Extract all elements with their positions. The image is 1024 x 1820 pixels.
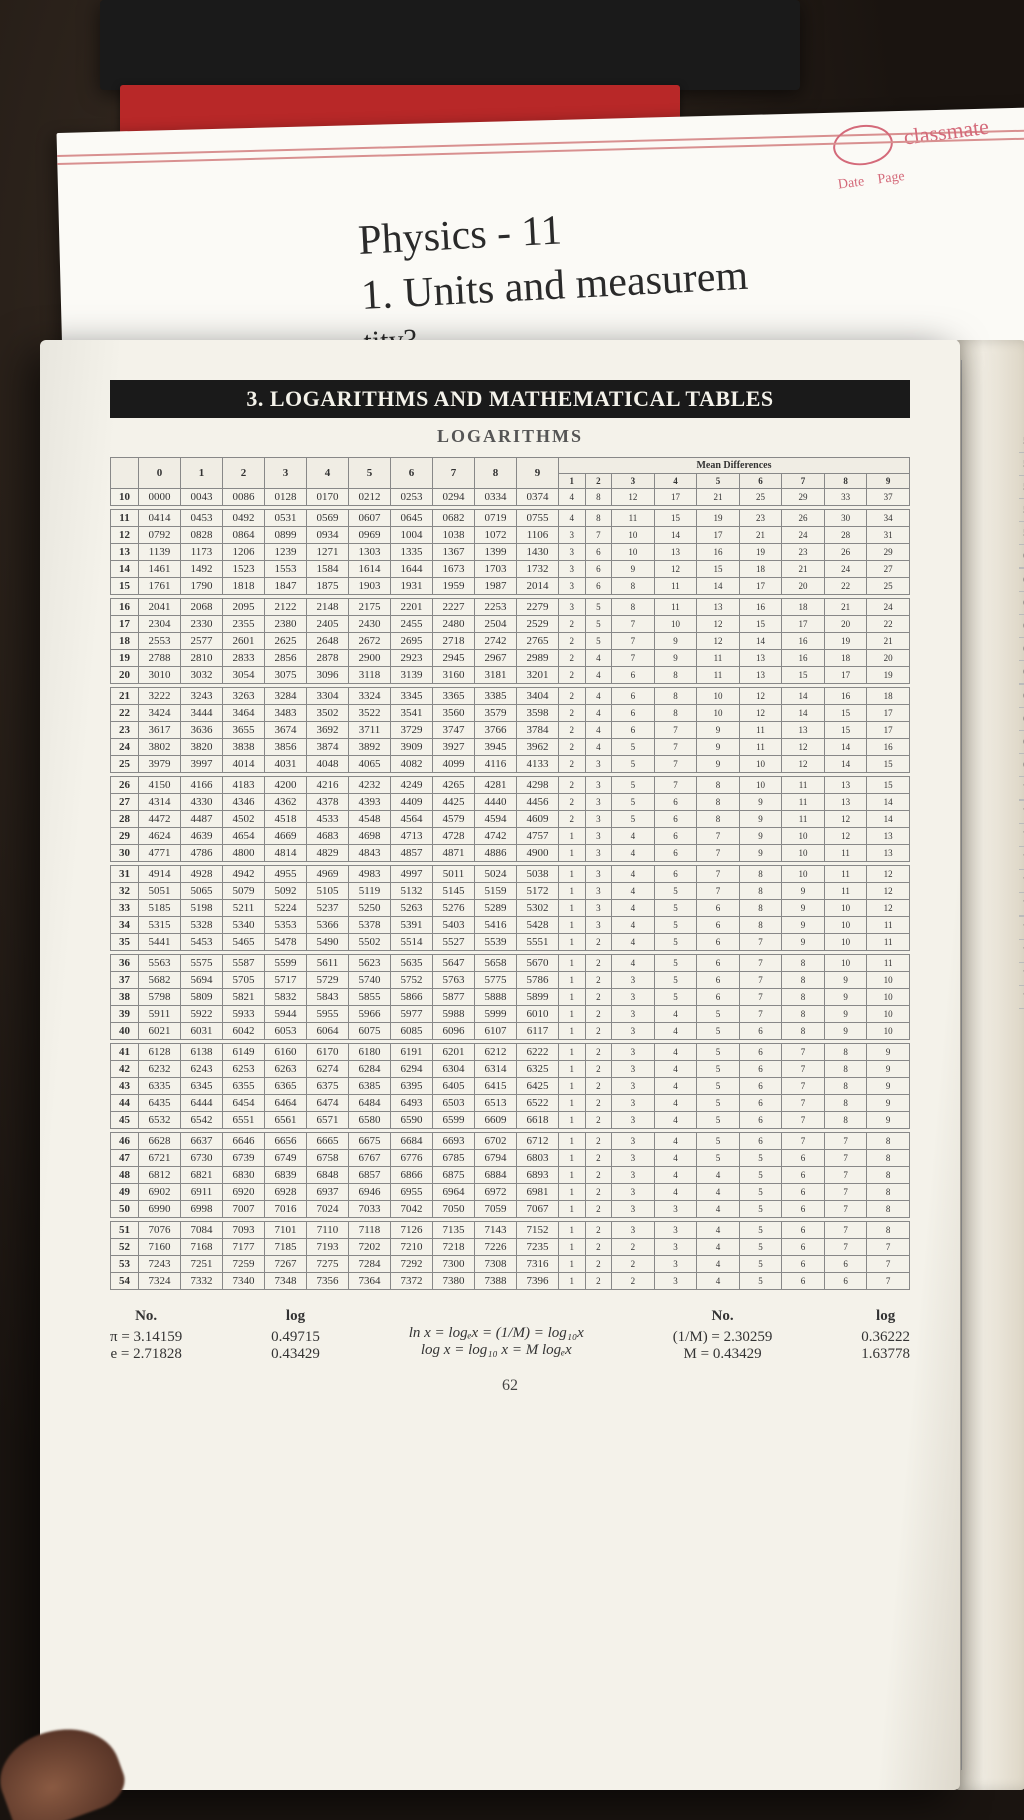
table-row: 3857985809582158325843585558665877588858…: [111, 989, 910, 1006]
table-row: 4262326243625362636274628462946304631463…: [111, 1061, 910, 1078]
table-row: 1825532577260126252648267226952718274227…: [111, 633, 910, 650]
constants-log-right: log 0.36222 1.63778: [861, 1308, 910, 1363]
table-row: 4969026911692069286937694669556964697269…: [111, 1184, 910, 1201]
logarithm-table: 0123456789Mean Differences12345678910000…: [110, 457, 910, 1290]
table-row: 2946244639465446694683469847134728474247…: [111, 828, 910, 845]
book-right-edge: 5556575859606162636465666768697071727374…: [955, 340, 1024, 1790]
table-row: 3959115922593359445955596659775988599960…: [111, 1006, 910, 1023]
stamp-brand: classmate: [902, 114, 990, 150]
table-row: 2539793997401440314048406540824099411641…: [111, 756, 910, 773]
table-row: 3655635575558755995611562356355647565856…: [111, 955, 910, 972]
table-row: 4868126821683068396848685768666875688468…: [111, 1167, 910, 1184]
table-row: 1517611790181818471875190319311959198720…: [111, 578, 910, 595]
page-number: 62: [110, 1377, 910, 1395]
table-row: 5069906998700770167024703370427050705970…: [111, 1201, 910, 1218]
table-row: 4767216730673967496758676767766785679468…: [111, 1150, 910, 1167]
table-row: 4161286138614961606170618061916201621262…: [111, 1044, 910, 1061]
table-row: 3047714786480048144829484348574871488649…: [111, 845, 910, 862]
table-row: 4060216031604260536064607560856096610761…: [111, 1023, 910, 1040]
constants-no-left: No. π = 3.14159 e = 2.71828: [110, 1308, 182, 1363]
table-row: 2234243444346434833502352235413560357935…: [111, 705, 910, 722]
table-row: 5372437251725972677275728472927300730873…: [111, 1256, 910, 1273]
table-row: 2030103032305430753096311831393160318132…: [111, 667, 910, 684]
table-row: 5271607168717771857193720272107218722672…: [111, 1239, 910, 1256]
table-row: 1104140453049205310569060706450682071907…: [111, 510, 910, 527]
constants-formulas: ln x = logₑx = (1/M) = log₁₀x log x = lo…: [409, 1308, 584, 1363]
table-row: 1723042330235523802405243024552480250425…: [111, 616, 910, 633]
table-row: 2132223243326332843304332433453365338534…: [111, 688, 910, 705]
table-row: 4666286637664666566665667566846693670267…: [111, 1133, 910, 1150]
table-row: 3554415453546554785490550255145527553955…: [111, 934, 910, 951]
table-row: 3149144928494249554969498349975011502450…: [111, 866, 910, 883]
constants-no-right: No. (1/M) = 2.30259 M = 0.43429: [673, 1308, 773, 1363]
table-row: 2641504166418342004216423242494265428142…: [111, 777, 910, 794]
constants-log-left: log 0.49715 0.43429: [271, 1308, 320, 1363]
constants-row: No. π = 3.14159 e = 2.71828 log 0.49715 …: [110, 1308, 910, 1363]
table-row: 3351855198521152245237525052635276528953…: [111, 900, 910, 917]
table-row: 1207920828086408990934096910041038107211…: [111, 527, 910, 544]
table-row: 1620412068209521222148217522012227225322…: [111, 599, 910, 616]
table-row: 3756825694570557175729574057525763577557…: [111, 972, 910, 989]
table-row: 3250515065507950925105511951325145515951…: [111, 883, 910, 900]
next-page-strip: 5556575859606162636465666768697071727374…: [1019, 430, 1024, 1009]
table-row: 1311391173120612391271130313351367139914…: [111, 544, 910, 561]
table-row: 2438023820383838563874389239093927394539…: [111, 739, 910, 756]
table-row: 1927882810283328562878290029232945296729…: [111, 650, 910, 667]
table-row: 3453155328534053535366537853915403541654…: [111, 917, 910, 934]
table-row: 1000000043008601280170021202530294033403…: [111, 489, 910, 506]
table-subtitle: LOGARITHMS: [110, 426, 910, 447]
table-row: 2336173636365536743692371137293747376637…: [111, 722, 910, 739]
chapter-title: 3. LOGARITHMS AND MATHEMATICAL TABLES: [110, 380, 910, 418]
textbook-page: 3. LOGARITHMS AND MATHEMATICAL TABLES LO…: [40, 340, 960, 1790]
handwriting: Physics - 11 1. Units and measurem tity?: [357, 179, 1024, 362]
table-row: 2743144330434643624378439344094425444044…: [111, 794, 910, 811]
table-row: 1414611492152315531584161416441673170317…: [111, 561, 910, 578]
table-row: 4363356345635563656375638563956405641564…: [111, 1078, 910, 1095]
table-row: 4464356444645464646474648464936503651365…: [111, 1095, 910, 1112]
table-row: 5170767084709371017110711871267135714371…: [111, 1222, 910, 1239]
dark-object: [100, 0, 800, 90]
table-row: 2844724487450245184533454845644579459446…: [111, 811, 910, 828]
table-row: 4565326542655165616571658065906599660966…: [111, 1112, 910, 1129]
table-row: 5473247332734073487356736473727380738873…: [111, 1273, 910, 1290]
